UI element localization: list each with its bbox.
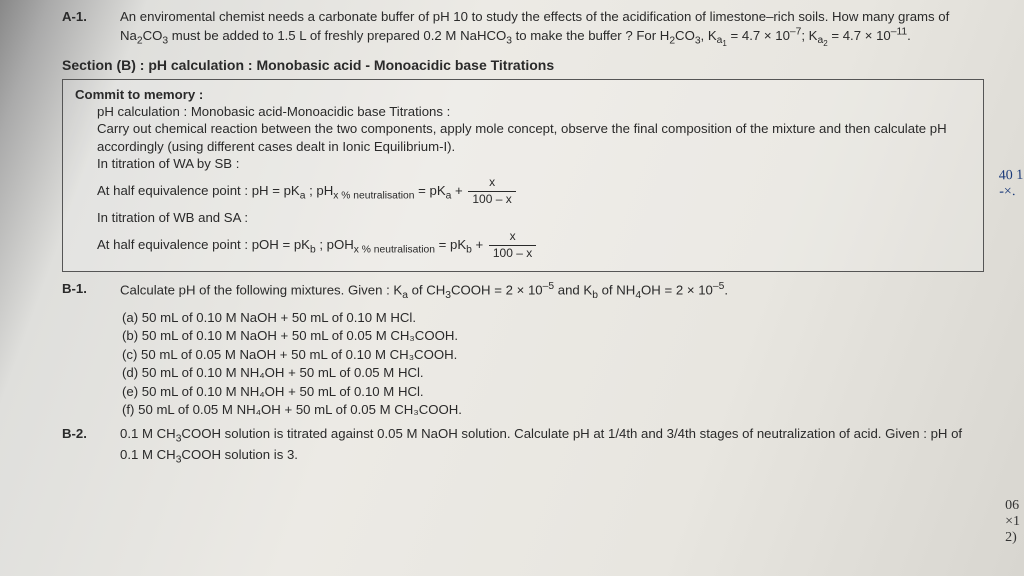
- q-body-b2: 0.1 M CH3COOH solution is titrated again…: [120, 425, 984, 467]
- page-content: A-1. An enviromental chemist needs a car…: [62, 8, 984, 568]
- b1-f: (f) 50 mL of 0.05 M NH₄OH + 50 mL of 0.0…: [122, 401, 984, 418]
- fraction-2: x100 – x: [489, 229, 536, 262]
- margin-note-top: 40 15 -×.: [998, 167, 1024, 200]
- question-b1: B-1. Calculate pH of the following mixtu…: [62, 280, 984, 303]
- q-num-b1: B-1.: [62, 280, 102, 303]
- q-num-b2: B-2.: [62, 425, 102, 467]
- q-num-a1: A-1.: [62, 8, 102, 50]
- b1-a: (a) 50 mL of 0.10 M NaOH + 50 mL of 0.10…: [122, 309, 984, 326]
- b1-subitems: (a) 50 mL of 0.10 M NaOH + 50 mL of 0.10…: [62, 309, 984, 419]
- fraction-1: x100 – x: [468, 175, 515, 208]
- question-a1: A-1. An enviromental chemist needs a car…: [62, 8, 984, 50]
- b1-e: (e) 50 mL of 0.10 M NH₄OH + 50 mL of 0.1…: [122, 383, 984, 400]
- q-body-a1: An enviromental chemist needs a carbonat…: [120, 8, 984, 50]
- margin-note-bottom: 06 ×1 2): [1005, 498, 1020, 546]
- q-body-b1: Calculate pH of the following mixtures. …: [120, 280, 984, 303]
- memory-box: Commit to memory : pH calculation : Mono…: [62, 79, 984, 273]
- a1-text: An enviromental chemist needs a carbonat…: [120, 9, 949, 43]
- box-title: Commit to memory :: [75, 86, 971, 103]
- box-line2: Carry out chemical reaction between the …: [75, 120, 971, 155]
- box-line3: In titration of WA by SB :: [75, 155, 971, 172]
- box-formula2: At half equivalence point : pOH = pKb ; …: [75, 229, 971, 262]
- box-line1: pH calculation : Monobasic acid-Monoacid…: [75, 103, 971, 120]
- b1-b: (b) 50 mL of 0.10 M NaOH + 50 mL of 0.05…: [122, 327, 984, 344]
- b1-c: (c) 50 mL of 0.05 M NaOH + 50 mL of 0.10…: [122, 346, 984, 363]
- section-b-title: Section (B) : pH calculation : Monobasic…: [62, 56, 984, 74]
- box-line5: In titration of WB and SA :: [75, 209, 971, 226]
- box-formula1: At half equivalence point : pH = pKa ; p…: [75, 175, 971, 208]
- b1-d: (d) 50 mL of 0.10 M NH₄OH + 50 mL of 0.0…: [122, 364, 984, 381]
- question-b2: B-2. 0.1 M CH3COOH solution is titrated …: [62, 425, 984, 467]
